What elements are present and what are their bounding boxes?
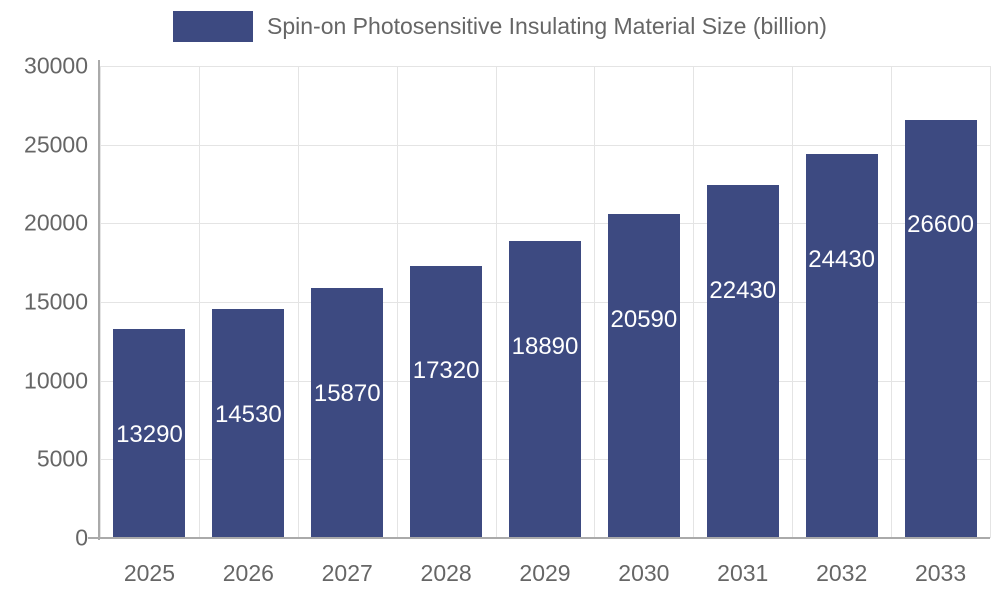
gridline-vertical	[298, 66, 299, 538]
y-axis-tick-label: 15000	[24, 288, 88, 315]
bar-value-label: 17320	[412, 357, 480, 385]
bar-value-label: 24430	[808, 245, 876, 273]
y-axis-tick-label: 30000	[24, 52, 88, 79]
x-axis-tick-label: 2027	[321, 560, 373, 586]
y-axis-line	[98, 60, 100, 540]
x-axis-tick-label: 2025	[123, 560, 176, 586]
bar[interactable]	[311, 288, 384, 538]
x-axis-tick-label: 2026	[222, 560, 274, 586]
x-axis-tick-label: 2028	[420, 560, 472, 586]
bar-value-label: 13290	[116, 420, 183, 448]
chart-legend: Spin-on Photosensitive Insulating Materi…	[0, 0, 1000, 52]
gridline-vertical	[100, 66, 101, 538]
x-axis-tick-label: 2031	[717, 560, 769, 586]
bar[interactable]	[706, 185, 779, 538]
y-axis-tick-label: 20000	[24, 209, 88, 236]
bar[interactable]	[805, 153, 878, 538]
bar-value-label: 15870	[313, 380, 381, 408]
gridline-vertical	[496, 66, 497, 538]
bar[interactable]	[607, 214, 680, 538]
gridline-vertical	[397, 66, 398, 538]
gridline-vertical	[693, 66, 694, 538]
bar-value-label: 18890	[511, 332, 579, 360]
legend-color-swatch	[173, 10, 254, 42]
bar-value-label: 14530	[214, 401, 282, 429]
y-axis-tick-label: 10000	[24, 367, 88, 394]
legend-entry[interactable]: Spin-on Photosensitive Insulating Materi…	[173, 10, 827, 42]
gridline-horizontal	[100, 144, 990, 146]
legend-label: Spin-on Photosensitive Insulating Materi…	[267, 12, 827, 39]
bar-value-label: 22430	[709, 277, 777, 305]
x-axis-tick-label: 2030	[618, 560, 670, 586]
x-axis-line	[88, 537, 990, 539]
x-axis-tick-label: 2032	[816, 560, 868, 586]
y-axis-tick-label: 25000	[24, 131, 88, 158]
x-axis-tick-label: 2033	[914, 560, 967, 586]
y-axis-tick-label: 5000	[36, 445, 88, 472]
bar[interactable]	[212, 309, 285, 538]
bar[interactable]	[410, 265, 483, 538]
bar[interactable]	[904, 119, 977, 538]
y-axis-tick-label: 0	[75, 524, 88, 551]
bar[interactable]	[509, 240, 581, 538]
gridline-vertical	[199, 66, 200, 538]
bar[interactable]	[113, 328, 186, 538]
bar-value-label: 26600	[907, 211, 974, 239]
gridline-vertical	[594, 66, 595, 538]
x-axis-tick-label: 2029	[519, 560, 571, 586]
plot-area: 13290 14530 15870 17320 18890 20590 22430 24430…	[100, 66, 991, 539]
gridline-horizontal	[100, 66, 990, 67]
bar-value-label: 20590	[610, 306, 678, 334]
gridline-vertical	[891, 66, 892, 538]
gridline-vertical	[792, 66, 793, 538]
gridline-horizontal	[100, 223, 990, 225]
gridline-vertical	[990, 66, 991, 538]
